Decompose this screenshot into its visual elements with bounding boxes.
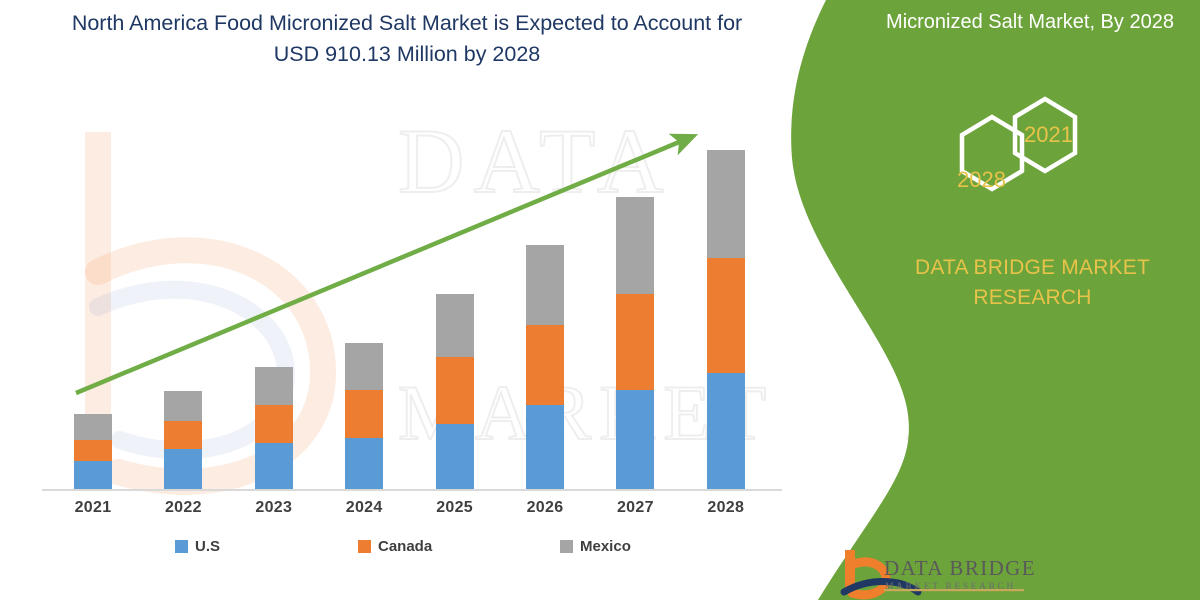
bar-segment-mexico-2022 — [164, 391, 203, 421]
bar-segment-mexico-2026 — [526, 245, 564, 325]
legend-item-us[interactable]: U.S — [175, 538, 220, 555]
bar-segment-canada-2026 — [526, 325, 564, 405]
footer-logo-icon — [838, 548, 1058, 600]
bar-segment-canada-2024 — [345, 390, 384, 438]
bar-segment-us-2023 — [254, 443, 293, 489]
bar-segment-canada-2023 — [254, 405, 293, 443]
bar-segment-canada-2022 — [164, 421, 203, 449]
bar-2025[interactable] — [435, 294, 474, 489]
x-axis-label-2025: 2025 — [436, 499, 473, 516]
bar-2026[interactable] — [526, 245, 564, 489]
bar-segment-canada-2027 — [616, 294, 655, 390]
bar-segment-mexico-2028 — [706, 150, 745, 258]
bar-2022[interactable] — [164, 391, 203, 489]
footer-logo-name: DATA BRIDGE — [884, 556, 1036, 580]
legend-item-canada[interactable]: Canada — [358, 538, 432, 555]
trend-arrow-icon — [75, 133, 699, 396]
bar-segment-mexico-2025 — [435, 294, 474, 357]
legend-label-us: U.S — [195, 538, 221, 555]
bar-segment-us-2027 — [616, 390, 655, 489]
legend-item-mexico[interactable]: Mexico — [560, 538, 631, 555]
legend-swatch-us — [175, 540, 188, 553]
bar-segment-canada-2025 — [435, 357, 474, 424]
brand-line-2: RESEARCH — [973, 286, 1092, 309]
chart-region: 2021 2022 2023 2024 2025 2026 2027 2028 U.S Can… — [40, 133, 782, 564]
bar-segment-mexico-2027 — [616, 197, 655, 294]
x-axis-label-2028: 2028 — [707, 499, 745, 516]
bar-segment-mexico-2023 — [254, 367, 293, 405]
chart-legend: U.S Canada Mexico — [40, 538, 780, 564]
x-axis-label-2023: 2023 — [255, 499, 293, 516]
bar-2023[interactable] — [254, 367, 293, 489]
hexagon-2028-shape — [959, 114, 1025, 192]
x-axis-label-2027: 2027 — [616, 499, 654, 516]
x-axis-label-2021: 2021 — [74, 499, 112, 516]
bar-segment-us-2025 — [435, 424, 474, 489]
bar-segment-mexico-2024 — [345, 343, 384, 390]
bar-segment-us-2022 — [164, 449, 203, 489]
bar-2028[interactable] — [706, 150, 745, 489]
page-title: North America Food Micronized Salt Marke… — [71, 11, 743, 66]
hexagon-label-2028: 2028 — [957, 167, 1006, 192]
bar-2024[interactable] — [345, 343, 384, 489]
bar-segment-canada-2021 — [74, 440, 112, 461]
legend-label-canada: Canada — [378, 538, 433, 555]
bar-2021[interactable] — [74, 414, 112, 489]
x-axis-line — [42, 489, 782, 491]
legend-swatch-canada — [358, 540, 371, 553]
hexagon-label-2021: 2021 — [1024, 122, 1073, 147]
bar-segment-us-2021 — [74, 461, 112, 489]
bar-segment-us-2024 — [345, 438, 384, 489]
x-axis-label-2022: 2022 — [164, 499, 202, 516]
bar-segment-canada-2028 — [706, 258, 745, 373]
hexagon-2021-shape — [1012, 96, 1078, 174]
bar-segment-mexico-2021 — [74, 414, 112, 440]
hexagon-pair — [920, 95, 1130, 240]
footer-logo-tagline: MARKET RESEARCH — [885, 582, 1016, 592]
brand-name: DATA BRIDGE MARKET RESEARCH — [885, 253, 1180, 313]
x-axis-label-2026: 2026 — [526, 499, 564, 516]
legend-label-mexico: Mexico — [580, 538, 631, 555]
bar-segment-us-2026 — [526, 405, 564, 489]
panel-title: Micronized Salt Market, By 2028 — [886, 11, 1174, 33]
legend-swatch-mexico — [560, 540, 573, 553]
bar-segment-us-2028 — [706, 373, 745, 489]
x-axis-label-2024: 2024 — [345, 499, 383, 516]
brand-line-1: DATA BRIDGE MARKET — [914, 256, 1151, 279]
bar-2027[interactable] — [616, 197, 655, 489]
